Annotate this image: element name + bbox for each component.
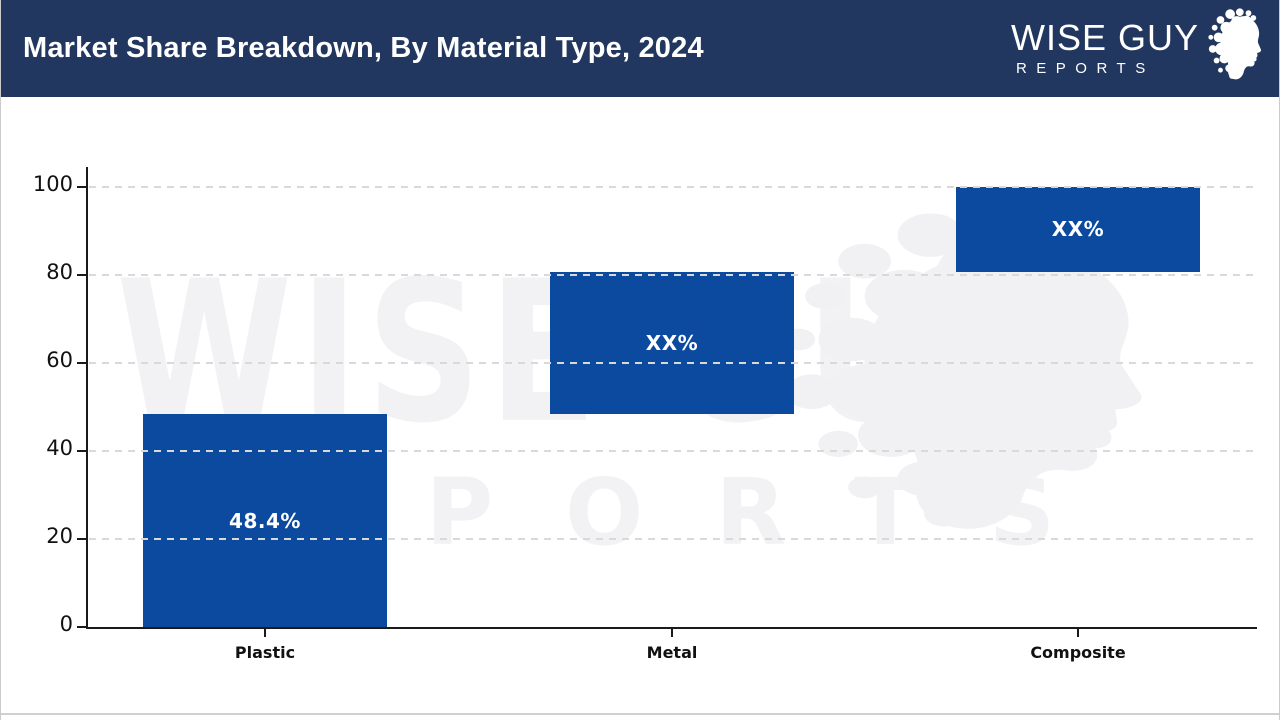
gridline-60 [89, 362, 1257, 364]
header-bar: Market Share Breakdown, By Material Type… [1, 0, 1279, 97]
wise-guy-face-icon [1208, 8, 1262, 80]
x-tick-label-metal: Metal [646, 643, 698, 662]
bottom-border [1, 713, 1279, 715]
y-tick-label-100: 100 [32, 172, 73, 196]
bar-composite: XX% [956, 187, 1200, 272]
y-axis-line [86, 167, 88, 629]
bar-value-label: XX% [1051, 217, 1105, 242]
chart-title: Market Share Breakdown, By Material Type… [23, 32, 704, 64]
x-tick-label-plastic: Plastic [234, 643, 296, 662]
gridline-40 [89, 450, 1257, 452]
y-tick-label-60: 60 [46, 348, 73, 372]
y-tick-40 [77, 450, 86, 452]
logo-text: WISE GUY REPORTS [1011, 17, 1199, 76]
y-tick-label-0: 0 [59, 612, 73, 636]
x-axis-line [86, 627, 1257, 629]
logo-subtitle: REPORTS [1015, 59, 1155, 77]
wise-guy-logo: WISE GUY REPORTS [1011, 8, 1263, 86]
gridline-20 [89, 538, 1257, 540]
y-tick-80 [77, 274, 86, 276]
y-tick-60 [77, 362, 86, 364]
bar-plastic: 48.4% [143, 414, 387, 627]
y-tick-100 [77, 186, 86, 188]
x-tick-composite [1077, 629, 1079, 637]
y-tick-label-80: 80 [46, 260, 73, 284]
chart-area: WISE GUY REPORTS 02040608010048.4%Plasti… [1, 97, 1279, 720]
y-tick-0 [77, 626, 86, 628]
x-tick-metal [671, 629, 673, 637]
bar-value-label: XX% [645, 330, 699, 355]
y-tick-label-20: 20 [46, 524, 73, 548]
bar-metal: XX% [550, 271, 794, 415]
x-tick-plastic [264, 629, 266, 637]
logo-wordmark: WISE GUY [1010, 17, 1199, 59]
bar-value-label: 48.4% [229, 508, 301, 533]
y-tick-20 [77, 538, 86, 540]
gridline-100 [89, 186, 1257, 188]
y-tick-label-40: 40 [46, 436, 73, 460]
gridline-80 [89, 274, 1257, 276]
x-tick-label-composite: Composite [1030, 643, 1126, 662]
